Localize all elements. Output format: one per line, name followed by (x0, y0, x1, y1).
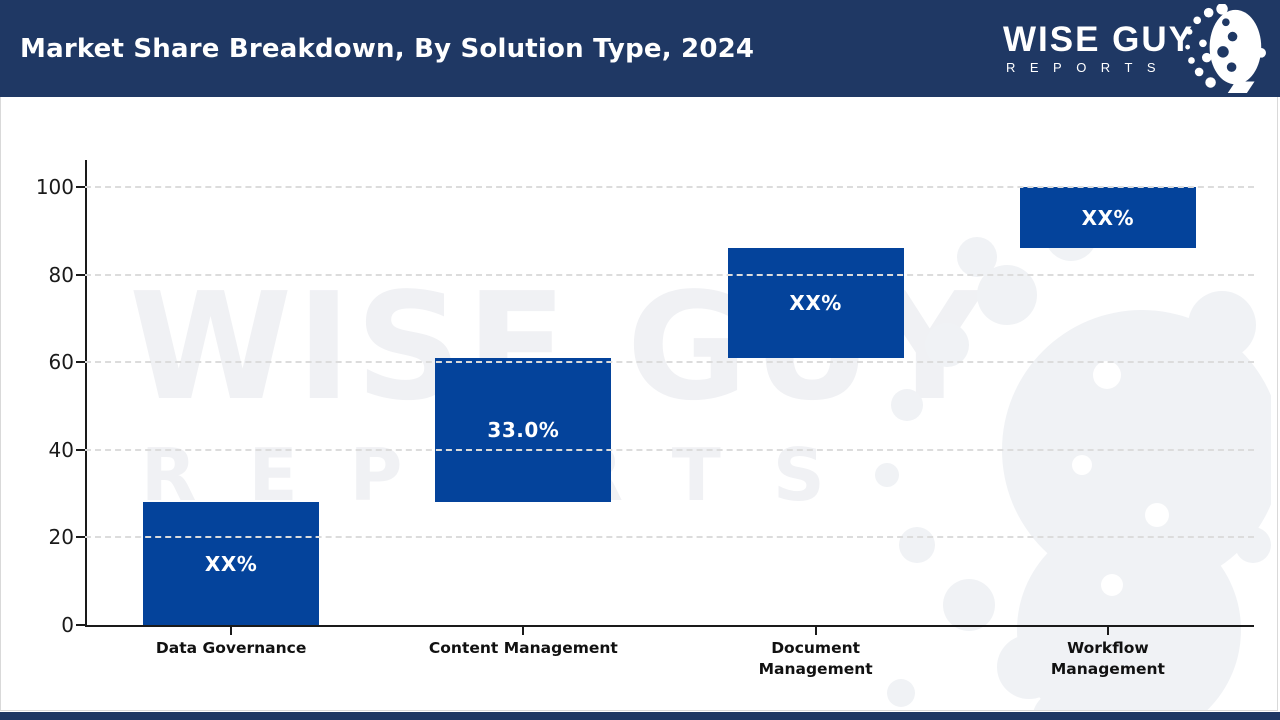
bar-segment: XX% (1019, 187, 1196, 249)
logo-name: WISE GUY (1002, 20, 1194, 59)
bar-value-label: XX% (204, 551, 258, 576)
y-tick-label: 60 (48, 350, 74, 375)
logo-subtitle: REPORTS (1005, 60, 1171, 75)
bar-segment: XX% (143, 502, 320, 625)
x-tick-label: Content Management (377, 638, 669, 659)
y-tick-label: 20 (48, 525, 74, 550)
gridline (85, 536, 1254, 539)
logo-wordmark: WISE GUY REPORTS (1003, 22, 1194, 75)
x-tick-label: Data Governance (85, 638, 377, 659)
page-title: Market Share Breakdown, By Solution Type… (20, 33, 755, 64)
y-tick-label: 80 (48, 262, 74, 287)
y-tick-mark (76, 536, 85, 539)
logo-head-icon (1185, 3, 1266, 93)
gridline (85, 273, 1254, 276)
bar-value-label: XX% (789, 291, 842, 316)
bar-segment: XX% (727, 248, 904, 358)
header: Market Share Breakdown, By Solution Type… (0, 0, 1280, 97)
bar-segment: 33.0% (435, 357, 612, 503)
x-tick-label-line: Data Governance (155, 639, 307, 657)
y-axis-line (85, 160, 87, 627)
wiseguy-logo: WISE GUY REPORTS (1003, 3, 1266, 94)
x-tick-mark (522, 627, 525, 635)
bar-value-label: 33.0% (487, 418, 560, 443)
gridline (85, 448, 1254, 451)
x-tick-label-line: Management (758, 660, 873, 678)
y-tick-label: 100 (35, 175, 74, 199)
x-axis-line (85, 625, 1254, 627)
x-tick-label-line: Management (1050, 660, 1165, 678)
x-tick-label-line: Workflow (1067, 639, 1149, 657)
watermark-head-icon (875, 215, 1271, 710)
y-tick-mark (76, 448, 85, 451)
x-tick-mark (814, 627, 817, 635)
x-tick-mark (1106, 627, 1109, 635)
gridline (85, 186, 1254, 188)
y-tick-mark (76, 361, 85, 364)
y-tick-mark (76, 624, 85, 626)
y-tick-label: 0 (61, 613, 74, 637)
y-tick-label: 40 (48, 437, 74, 462)
x-tick-label-line: Content Management (428, 639, 618, 657)
plot-area: 0 20 40 60 80 100 XX% Data Governance 33.0% Conte… (1, 97, 1277, 710)
gridline (85, 361, 1254, 364)
x-tick-label: Document Management (670, 638, 962, 680)
footer-bar (0, 712, 1280, 720)
y-tick-mark (76, 273, 85, 276)
bar-value-label: XX% (1081, 205, 1135, 230)
x-tick-label-line: Document (771, 639, 861, 657)
x-tick-mark (230, 627, 233, 635)
x-tick-label: Workflow Management (962, 638, 1254, 680)
y-tick-mark (76, 186, 85, 188)
